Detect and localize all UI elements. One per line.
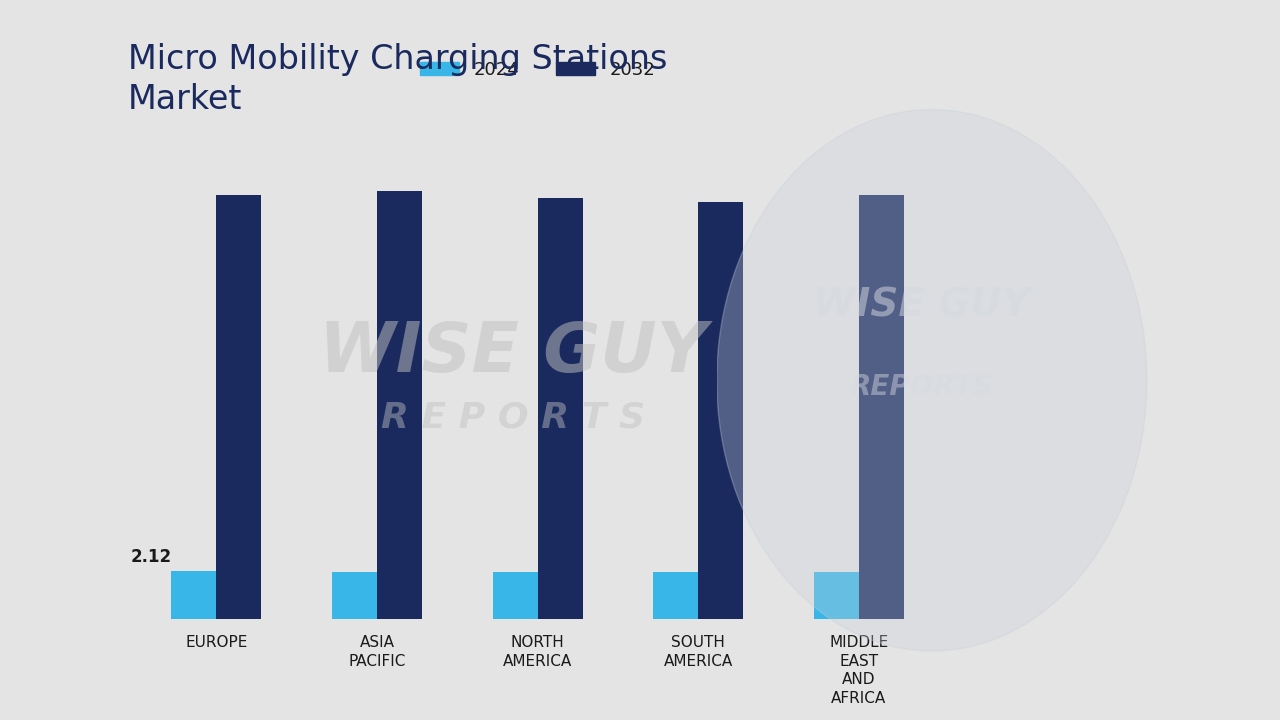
- Bar: [493, 572, 538, 619]
- Bar: [538, 198, 582, 619]
- Text: REPORTS: REPORTS: [850, 373, 993, 401]
- Legend: 2024, 2032: 2024, 2032: [412, 54, 663, 86]
- Bar: [378, 191, 422, 619]
- Bar: [814, 572, 859, 619]
- Bar: [332, 572, 378, 619]
- Text: R E P O R T S: R E P O R T S: [381, 400, 645, 435]
- Text: WISE GUY: WISE GUY: [813, 287, 1029, 325]
- Text: Micro Mobility Charging Stations
Market: Micro Mobility Charging Stations Market: [128, 43, 667, 116]
- Text: 2.12: 2.12: [131, 548, 172, 566]
- Bar: [172, 571, 216, 619]
- Bar: [216, 195, 261, 619]
- Text: WISE GUY: WISE GUY: [319, 318, 707, 386]
- Bar: [859, 195, 904, 619]
- Bar: [653, 572, 698, 619]
- Bar: [698, 202, 744, 619]
- Circle shape: [717, 109, 1147, 651]
